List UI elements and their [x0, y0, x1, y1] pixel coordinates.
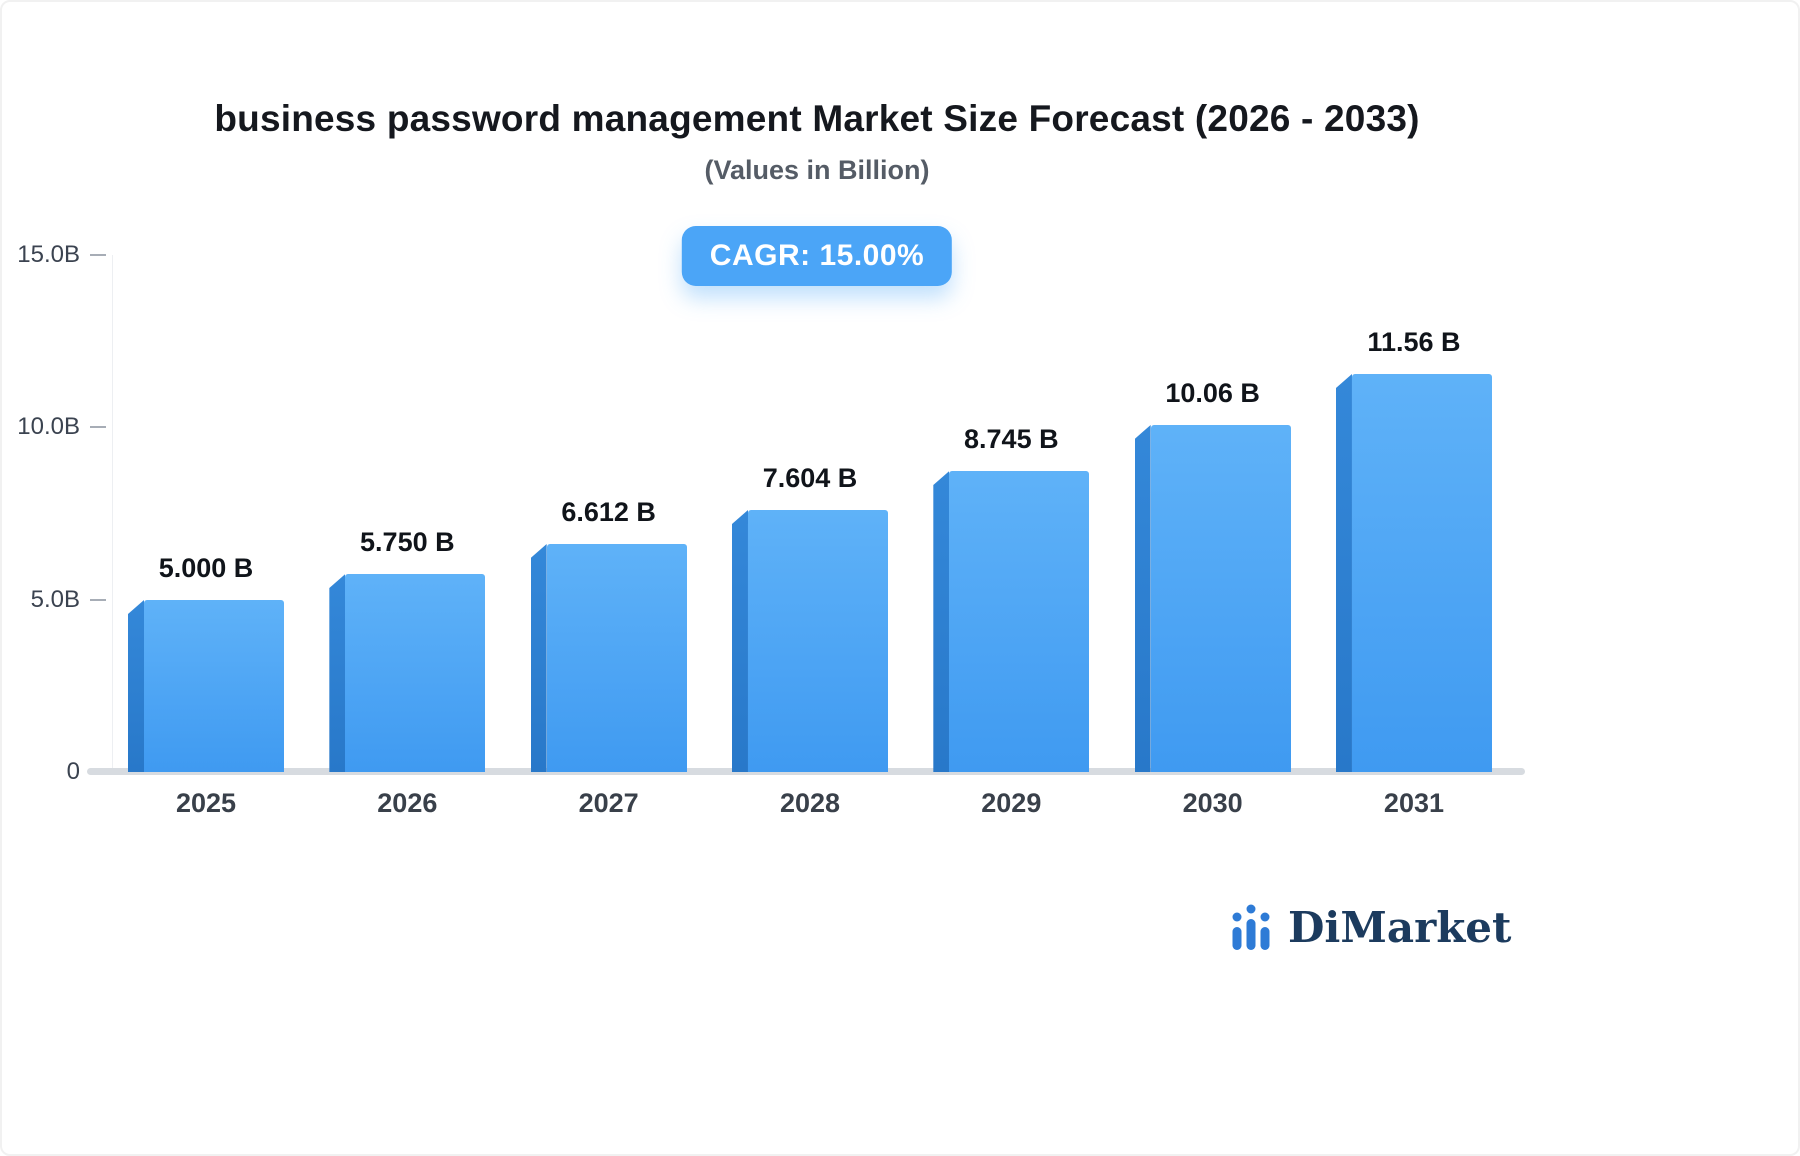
plot-area: 5.000 B 5.750 B 6.612 B 7.604 B 8.745 B 10.06… — [112, 255, 1522, 772]
bar-group-2028: 7.604 B — [731, 463, 888, 772]
bar — [329, 574, 486, 772]
bar-side-face — [731, 510, 748, 772]
y-tick-label: 0 — [66, 758, 80, 785]
bar-group-2025: 5.000 B — [128, 553, 284, 772]
y-tick-label: 15.0B — [17, 241, 80, 268]
bar — [128, 600, 284, 772]
bar-side-face — [1134, 425, 1151, 772]
y-axis-line — [112, 255, 113, 772]
cagr-badge: CAGR: 15.00% — [681, 226, 953, 286]
bar-group-2029: 8.745 B — [933, 424, 1090, 772]
bar-value-label: 8.745 B — [964, 424, 1059, 454]
dimarket-logo-icon — [1232, 904, 1270, 950]
x-axis-label: 2029 — [981, 788, 1042, 818]
bar-group-2030: 10.06 B — [1134, 378, 1291, 772]
bar-value-label: 5.750 B — [360, 527, 455, 557]
y-tick: 10.0B — [17, 413, 106, 441]
bar-side-face — [1335, 374, 1352, 772]
y-tick: 15.0B — [17, 241, 106, 269]
dimarket-logo-text: DiMarket — [1288, 902, 1512, 952]
x-axis-label: 2028 — [779, 788, 841, 818]
x-axis-label: 2027 — [578, 788, 639, 818]
y-tick: 0 — [67, 758, 106, 786]
bar-side-face — [933, 471, 950, 772]
bar-front-face — [546, 544, 687, 772]
y-tick-mark — [90, 598, 106, 601]
bar-side-face — [128, 600, 144, 772]
bar-side-face — [530, 544, 547, 772]
bar-side-face — [329, 574, 346, 772]
bar-group-2031: 11.56 B — [1335, 327, 1492, 772]
chart-header: business password management Market Size… — [112, 98, 1522, 186]
x-axis-label: 2026 — [377, 788, 438, 818]
bar-front-face — [1150, 425, 1291, 772]
bar-front-face — [345, 574, 486, 772]
bar-value-label: 5.000 B — [158, 553, 254, 583]
x-axis-label: 2031 — [1383, 788, 1444, 818]
x-axis-label: 2030 — [1182, 788, 1243, 818]
bar-value-label: 10.06 B — [1165, 378, 1260, 408]
bar — [731, 510, 888, 772]
x-axis-labels: 2025 2026 2027 2028 2029 2030 2031 — [112, 788, 1522, 819]
y-axis: 0 5.0B 10.0B 15.0B — [2, 241, 106, 785]
chart-subtitle: (Values in Billion) — [704, 155, 930, 185]
y-tick: 5.0B — [31, 586, 106, 614]
chart-title: business password management Market Size… — [214, 98, 1420, 139]
dimarket-logo: DiMarket — [1230, 902, 1511, 950]
bar-group-2026: 5.750 B — [329, 527, 486, 772]
y-tick-label: 5.0B — [30, 585, 80, 613]
bar-group-2027: 6.612 B — [530, 497, 687, 772]
bar — [1335, 374, 1492, 772]
bar-front-face — [949, 471, 1090, 772]
bar-value-label: 11.56 B — [1367, 327, 1461, 357]
x-axis-label: 2025 — [175, 788, 237, 818]
bar — [933, 471, 1090, 772]
bar — [1134, 425, 1291, 772]
y-tick-mark — [90, 426, 106, 429]
bar-value-label: 6.612 B — [561, 497, 656, 527]
bar-front-face — [1351, 374, 1492, 772]
bar-front-face — [144, 600, 284, 772]
bar-value-label: 7.604 B — [762, 463, 858, 493]
y-tick-mark — [90, 254, 106, 256]
y-tick-label: 10.0B — [17, 413, 80, 441]
bar — [530, 544, 687, 772]
bar-front-face — [747, 510, 888, 772]
